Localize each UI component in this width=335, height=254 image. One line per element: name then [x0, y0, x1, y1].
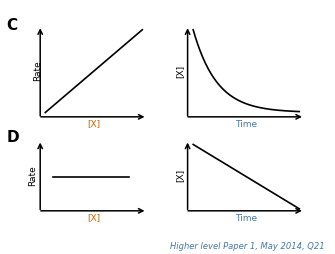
- X-axis label: Time: Time: [235, 120, 257, 129]
- Text: C: C: [7, 18, 18, 33]
- Text: D: D: [7, 130, 19, 145]
- Y-axis label: Rate: Rate: [28, 165, 38, 186]
- Text: Higher level Paper 1, May 2014, Q21: Higher level Paper 1, May 2014, Q21: [170, 243, 325, 251]
- Y-axis label: [X]: [X]: [176, 65, 185, 78]
- Y-axis label: [X]: [X]: [176, 169, 185, 182]
- Y-axis label: Rate: Rate: [33, 61, 42, 82]
- X-axis label: Time: Time: [235, 214, 257, 223]
- X-axis label: [X]: [X]: [87, 120, 100, 129]
- X-axis label: [X]: [X]: [87, 214, 100, 223]
